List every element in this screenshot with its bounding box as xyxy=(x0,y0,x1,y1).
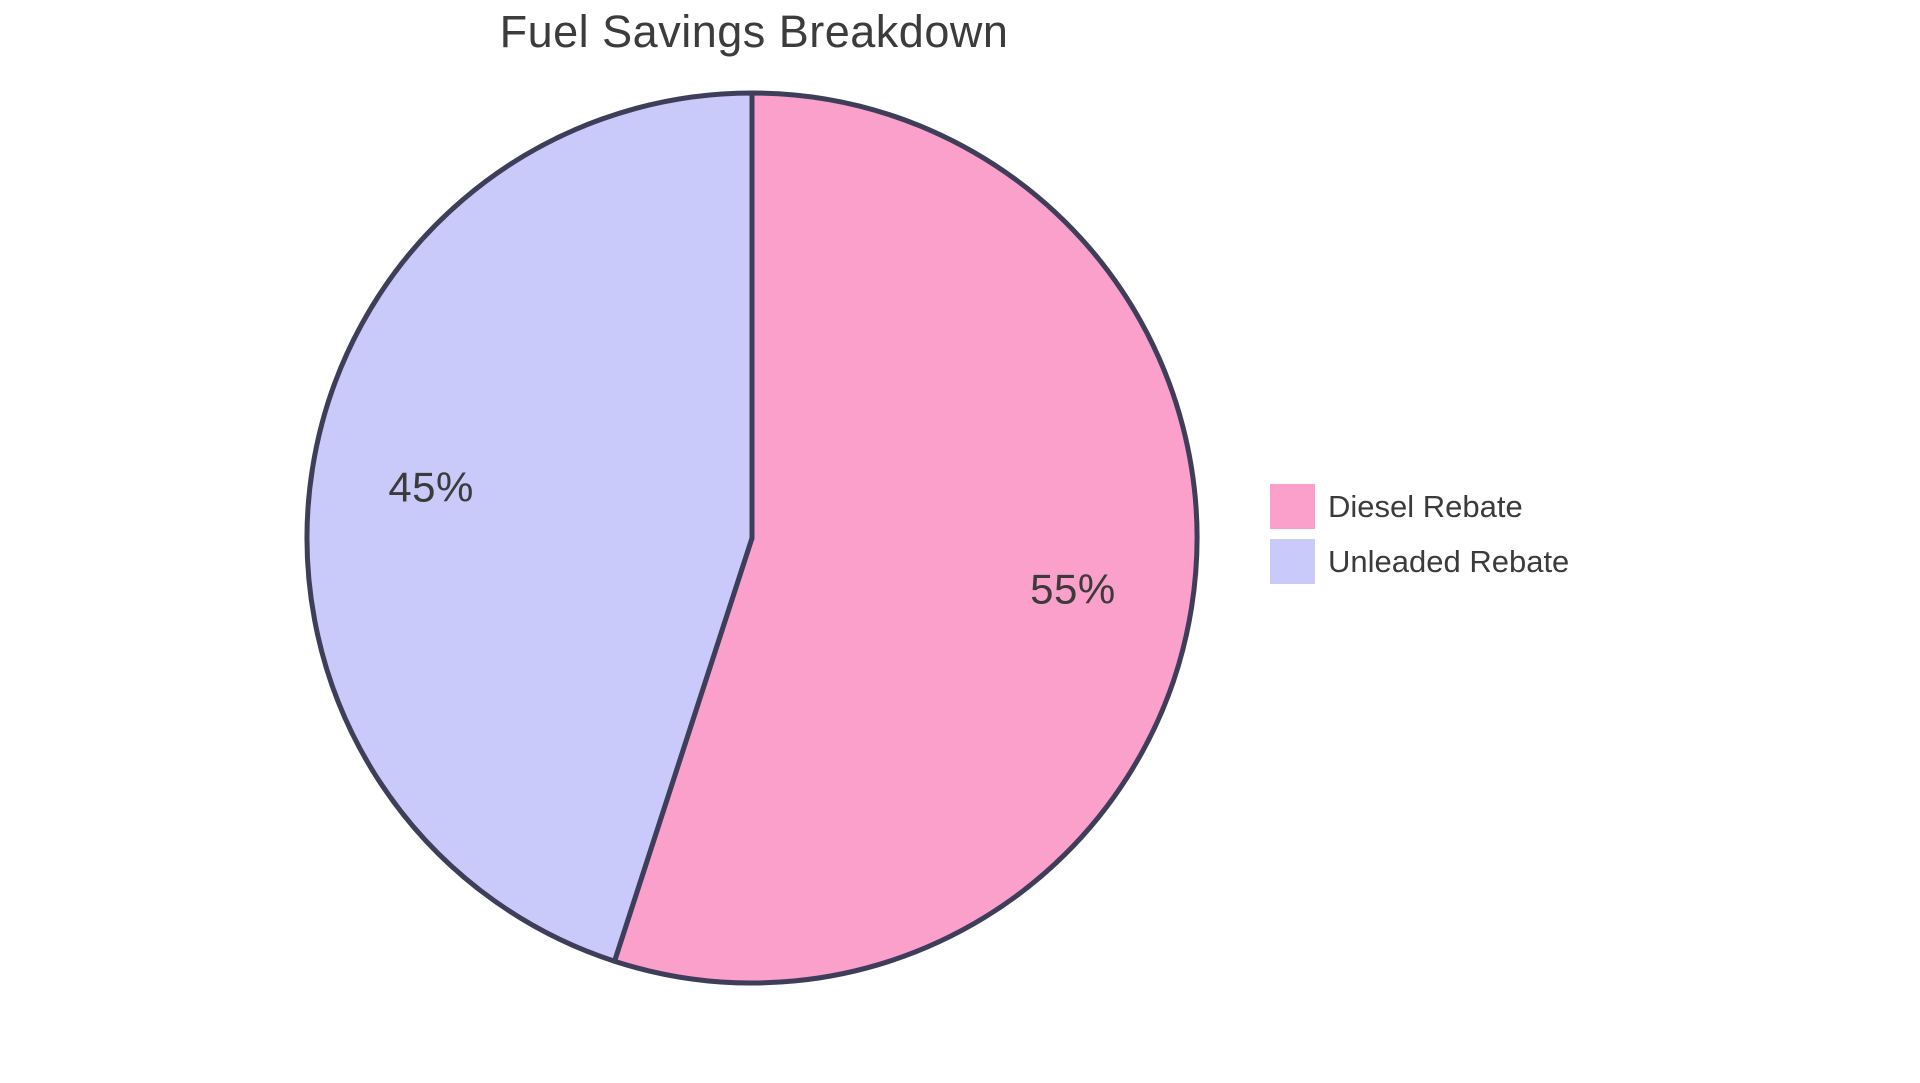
chart-title: Fuel Savings Breakdown xyxy=(499,6,1009,57)
legend-label: Unleaded Rebate xyxy=(1328,543,1570,579)
slice-percent-label-unleaded-rebate: 45% xyxy=(388,464,474,511)
pie-slice-diesel-rebate[interactable] xyxy=(611,90,1200,986)
legend-swatch-unleaded-rebate xyxy=(1270,539,1315,584)
legend-item-unleaded-rebate[interactable]: Unleaded Rebate xyxy=(1270,539,1569,584)
legend-swatch-diesel-rebate xyxy=(1270,484,1315,529)
legend-item-diesel-rebate[interactable]: Diesel Rebate xyxy=(1270,484,1569,529)
legend: Diesel Rebate Unleaded Rebate xyxy=(1270,484,1569,584)
slice-percent-label-diesel-rebate: 55% xyxy=(1030,565,1116,612)
pie-slice-unleaded-rebate[interactable] xyxy=(304,90,755,964)
legend-label: Diesel Rebate xyxy=(1328,488,1523,524)
